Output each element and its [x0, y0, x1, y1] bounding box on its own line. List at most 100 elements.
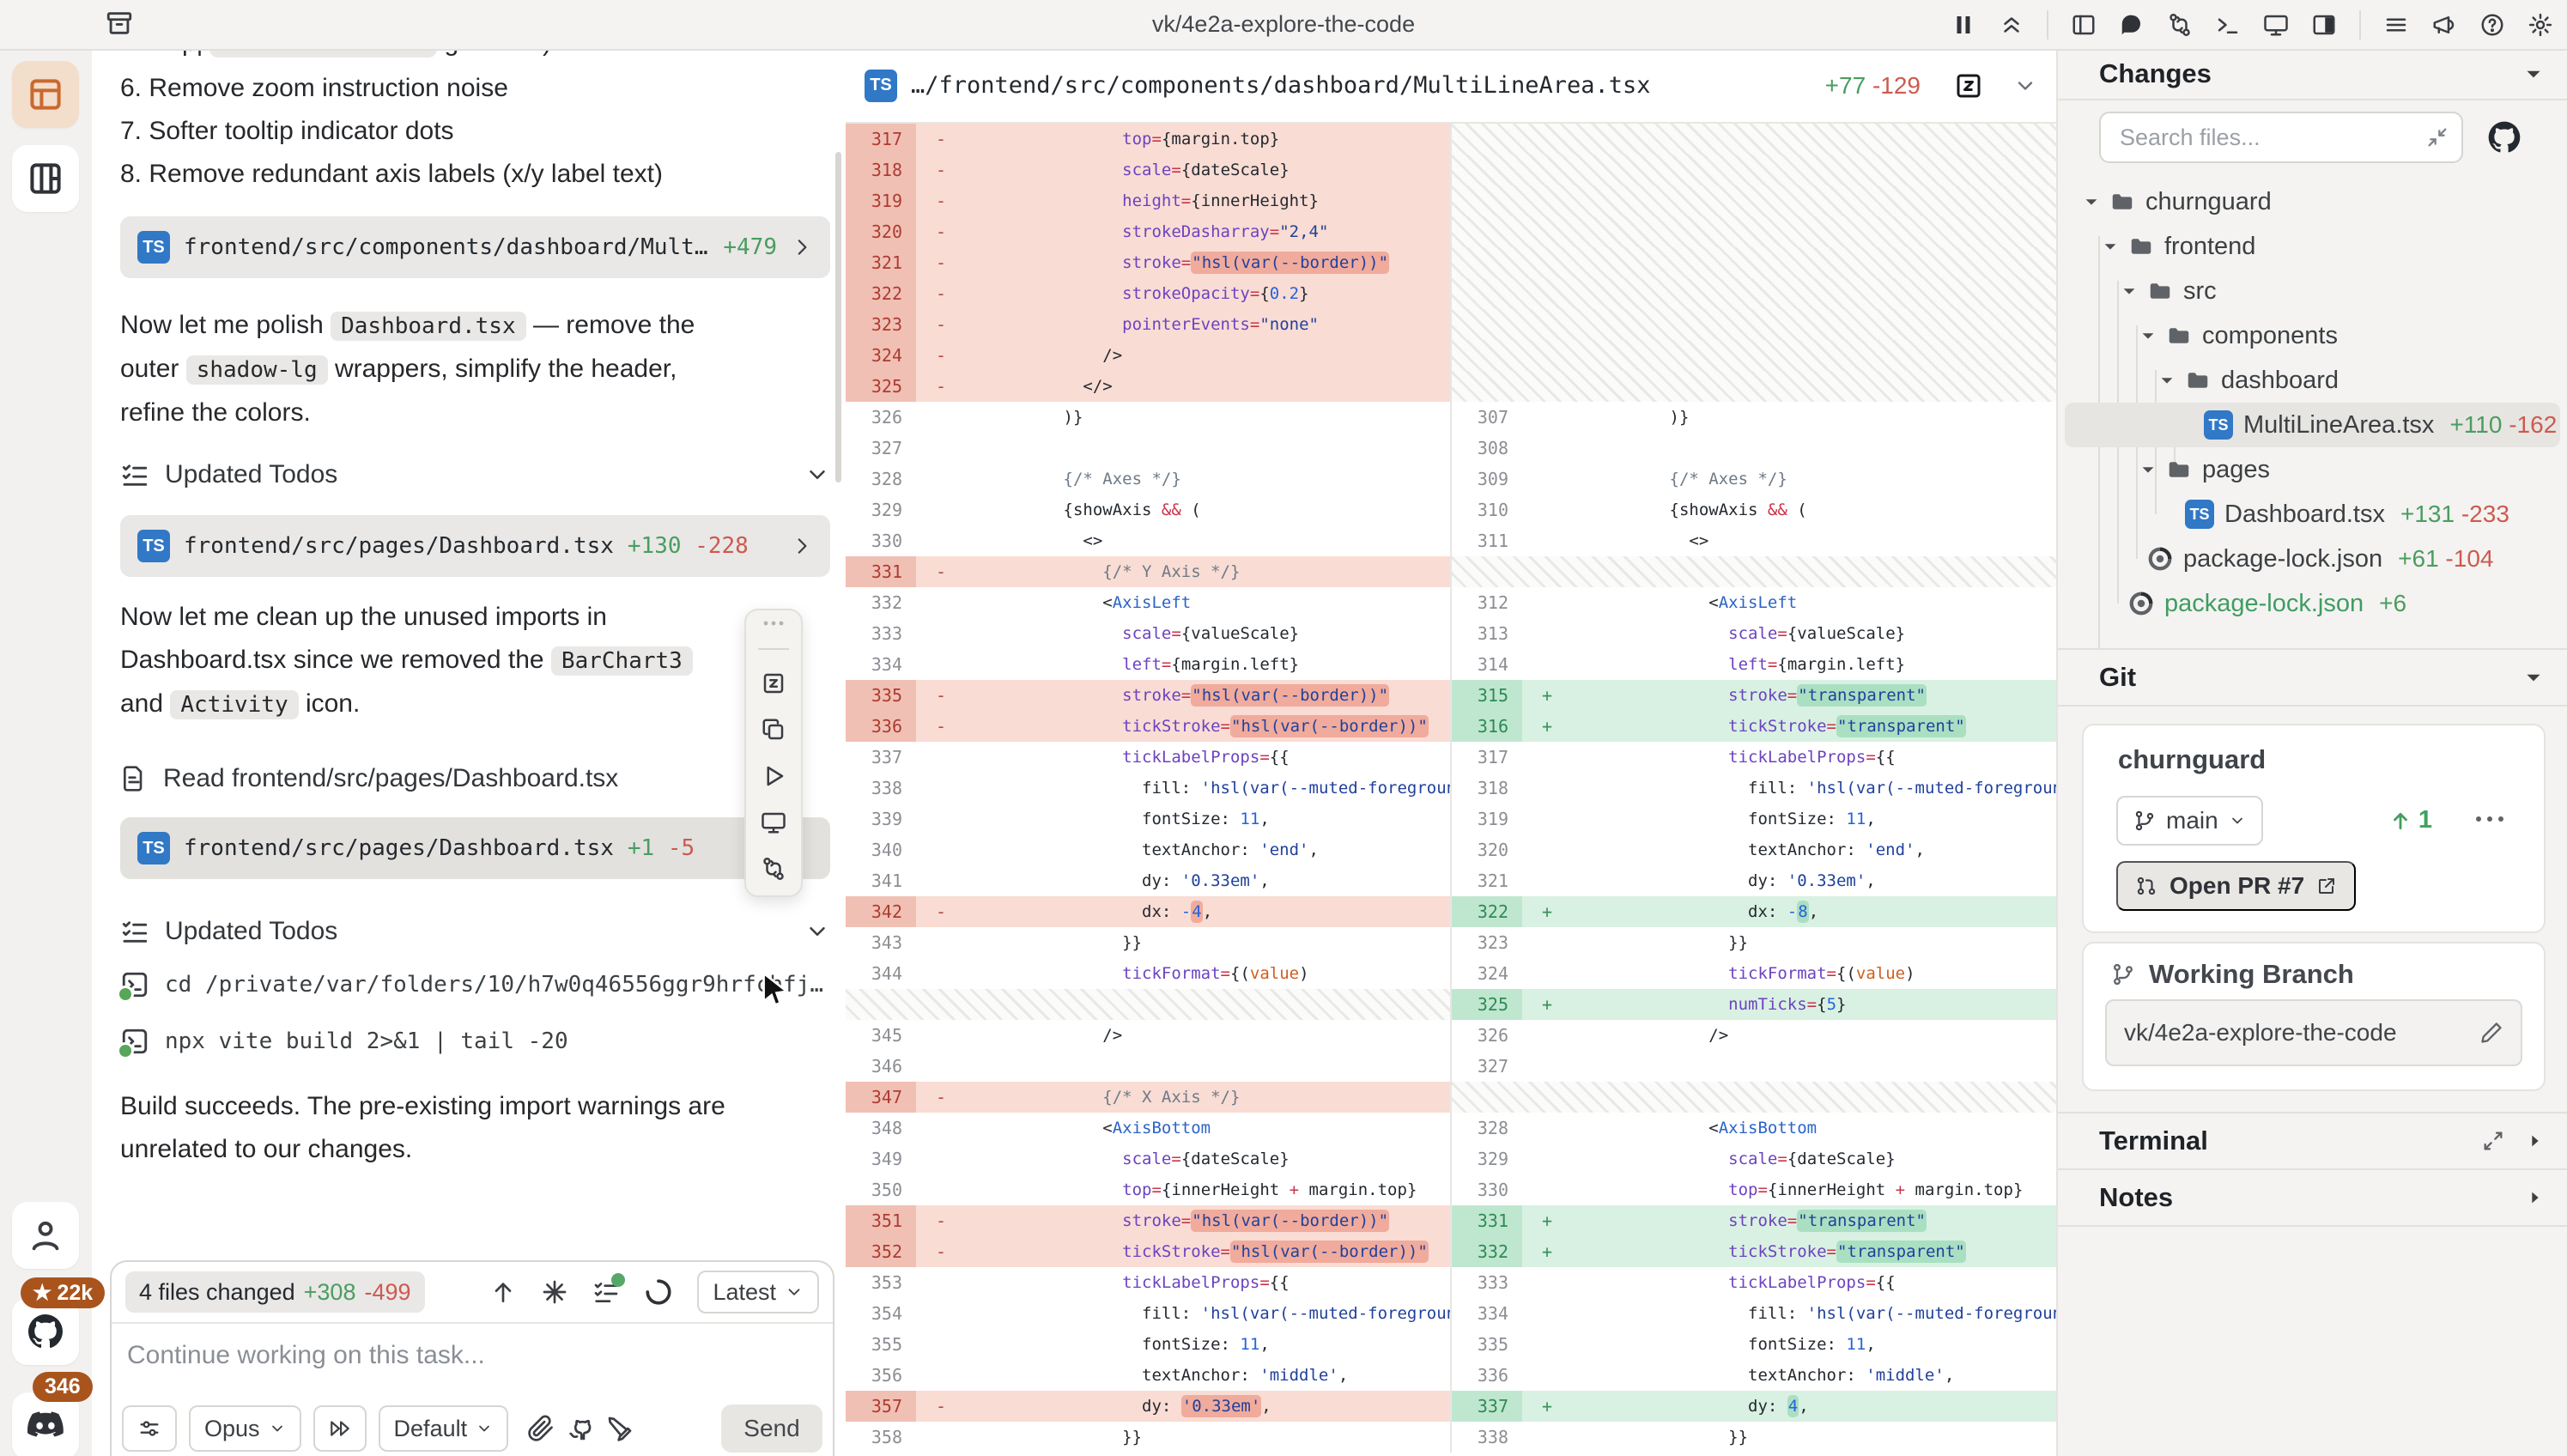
- tree-item-churnguard[interactable]: churnguard: [2065, 179, 2560, 224]
- tree-item-package-lock-json[interactable]: package-lock.json +6: [2065, 581, 2560, 626]
- diff-line-358: 358 }}: [846, 1422, 1450, 1453]
- tree-item-multilinearea-tsx[interactable]: TS MultiLineArea.tsx +110 -162: [2065, 403, 2560, 447]
- file-diff-chip[interactable]: TS frontend/src/pages/Dashboard.tsx +1 -…: [120, 817, 830, 879]
- version-dropdown[interactable]: Latest: [697, 1271, 819, 1313]
- diff-line-357: 357- dy: '0.33em',: [846, 1391, 1450, 1422]
- archive-icon[interactable]: [105, 9, 134, 38]
- diff-body: 317- top={margin.top} 318- scale={dateSca…: [846, 124, 2056, 1456]
- terminal-command-icon: [117, 1027, 149, 1059]
- message-input[interactable]: Continue working on this task...: [127, 1341, 485, 1369]
- monitor-icon[interactable]: [761, 810, 786, 835]
- diff-line-325: 325- </>: [846, 371, 1450, 402]
- tree-item-src[interactable]: src: [2065, 269, 2560, 313]
- diff-row: 325- </>: [846, 371, 2056, 402]
- search-input[interactable]: [2118, 123, 2425, 152]
- send-button[interactable]: Send: [721, 1404, 822, 1453]
- read-file-row[interactable]: Read frontend/src/pages/Dashboard.tsx: [120, 764, 830, 793]
- kanban-view-button[interactable]: [12, 145, 79, 212]
- diff-line-329: 329 scale={dateScale}: [1450, 1144, 2056, 1174]
- spark-icon[interactable]: [541, 1278, 568, 1306]
- chevron-down-icon[interactable]: [804, 462, 830, 488]
- typescript-icon: TS: [2204, 410, 2233, 440]
- working-branch-label: Working Branch: [2149, 959, 2354, 989]
- mode-dropdown[interactable]: Default: [378, 1405, 509, 1452]
- settings-gear-icon[interactable]: [2528, 12, 2553, 38]
- chevron-down-icon[interactable]: [2013, 74, 2037, 98]
- account-button[interactable]: [12, 1202, 79, 1269]
- chat-panel: p|g ) 6. Remove zoom instruction noise 7…: [92, 49, 847, 1456]
- chevron-down-icon[interactable]: [804, 919, 830, 944]
- github-button[interactable]: [12, 1298, 79, 1365]
- file-diff-chip[interactable]: TS frontend/src/pages/Dashboard.tsx +130…: [120, 515, 830, 577]
- github-icon[interactable]: [567, 1415, 594, 1442]
- diff-counts: +61 -104: [2398, 545, 2494, 572]
- working-branch-field[interactable]: vk/4e2a-explore-the-code: [2105, 999, 2522, 1066]
- attach-icon[interactable]: [527, 1415, 555, 1442]
- diff-line-309: 309 {/* Axes */}: [1450, 464, 2056, 494]
- git-header[interactable]: Git: [2058, 650, 2567, 705]
- chevrons-up-icon[interactable]: [1999, 12, 2024, 38]
- diff-row: 358 }} 338 }}: [846, 1422, 2056, 1453]
- ahead-count[interactable]: 1: [2389, 806, 2432, 834]
- megaphone-icon[interactable]: [2431, 12, 2457, 38]
- typescript-icon: TS: [2185, 500, 2214, 529]
- monitor-icon[interactable]: [2263, 12, 2289, 38]
- diff-line-336: 336 textAnchor: 'middle',: [1450, 1360, 2056, 1391]
- tree-item-components[interactable]: components: [2065, 313, 2560, 358]
- chat-bubble-icon[interactable]: [2119, 12, 2145, 38]
- todo-item: 8. Remove redundant axis labels (x/y lab…: [120, 160, 663, 188]
- drag-handle-icon[interactable]: [761, 619, 786, 628]
- pen-icon[interactable]: [606, 1415, 634, 1442]
- model-dropdown[interactable]: Opus: [189, 1405, 301, 1452]
- settings-sliders-button[interactable]: [122, 1405, 177, 1452]
- diff-gap: [1450, 278, 2056, 309]
- notes-section-header[interactable]: Notes: [2058, 1170, 2567, 1225]
- terminal-command-row[interactable]: cd /private/var/folders/10/h7w0q46556ggr…: [117, 970, 830, 1003]
- arrow-up-icon[interactable]: [489, 1278, 517, 1306]
- diff-line-340: 340 textAnchor: 'end',: [846, 834, 1450, 865]
- terminal-section-header[interactable]: Terminal: [2058, 1113, 2567, 1168]
- star-icon: ★: [33, 1281, 52, 1305]
- git-compare-icon[interactable]: [761, 856, 786, 882]
- files-changed-chip[interactable]: 4 files changed +308 -499: [125, 1271, 425, 1313]
- open-pr-button[interactable]: Open PR #7: [2116, 861, 2357, 911]
- git-compare-icon[interactable]: [2167, 12, 2193, 38]
- changes-header[interactable]: Changes: [2058, 49, 2567, 99]
- diff-mode-icon[interactable]: [1953, 70, 1984, 101]
- file-diff-chip[interactable]: TS frontend/src/components/dashboard/Mul…: [120, 216, 830, 278]
- fast-forward-button[interactable]: [313, 1405, 367, 1452]
- panel-right-icon[interactable]: [2311, 12, 2337, 38]
- tree-item-dashboard[interactable]: dashboard: [2065, 358, 2560, 403]
- menu-icon[interactable]: [2383, 12, 2409, 38]
- more-menu-icon[interactable]: [2472, 808, 2508, 830]
- status-dot: [611, 1273, 626, 1287]
- layout-view-button[interactable]: [12, 61, 79, 128]
- terminal-icon[interactable]: [2215, 12, 2241, 38]
- todo-status-icon[interactable]: [592, 1273, 626, 1306]
- diff-line-318: 318 fill: 'hsl(var(--muted-foreground))'…: [1450, 773, 2056, 804]
- expand-section-icon: [2532, 1192, 2539, 1204]
- run-icon[interactable]: [761, 763, 786, 789]
- diff-view-icon[interactable]: [761, 670, 786, 696]
- pause-icon[interactable]: [1951, 12, 1976, 38]
- base-branch-dropdown[interactable]: main: [2116, 796, 2263, 846]
- help-icon[interactable]: [2479, 12, 2505, 38]
- tree-item-pages[interactable]: pages: [2065, 447, 2560, 492]
- tree-item-dashboard-tsx[interactable]: TS Dashboard.tsx +131 -233: [2065, 492, 2560, 537]
- tree-item-frontend[interactable]: frontend: [2065, 224, 2560, 269]
- copy-icon[interactable]: [761, 717, 786, 743]
- updated-todos-row[interactable]: Updated Todos: [120, 917, 830, 946]
- repo-name: churnguard: [2118, 744, 2267, 774]
- terminal-command-row[interactable]: npx vite build 2>&1 | tail -20: [117, 1027, 830, 1059]
- updated-todos-row[interactable]: Updated Todos: [120, 460, 830, 489]
- discord-button[interactable]: [12, 1392, 79, 1456]
- github-icon[interactable]: [2485, 118, 2523, 156]
- tree-item-package-lock-json[interactable]: package-lock.json +61 -104: [2065, 537, 2560, 581]
- collapse-tree-icon[interactable]: [2425, 125, 2449, 149]
- chat-scrollbar[interactable]: [835, 152, 841, 482]
- panel-left-icon[interactable]: [2071, 12, 2097, 38]
- diff-row: 343 }} 323 }}: [846, 927, 2056, 958]
- file-search[interactable]: [2099, 112, 2463, 163]
- edit-branch-icon[interactable]: [2479, 1021, 2503, 1045]
- diff-line-335: 335 fontSize: 11,: [1450, 1329, 2056, 1360]
